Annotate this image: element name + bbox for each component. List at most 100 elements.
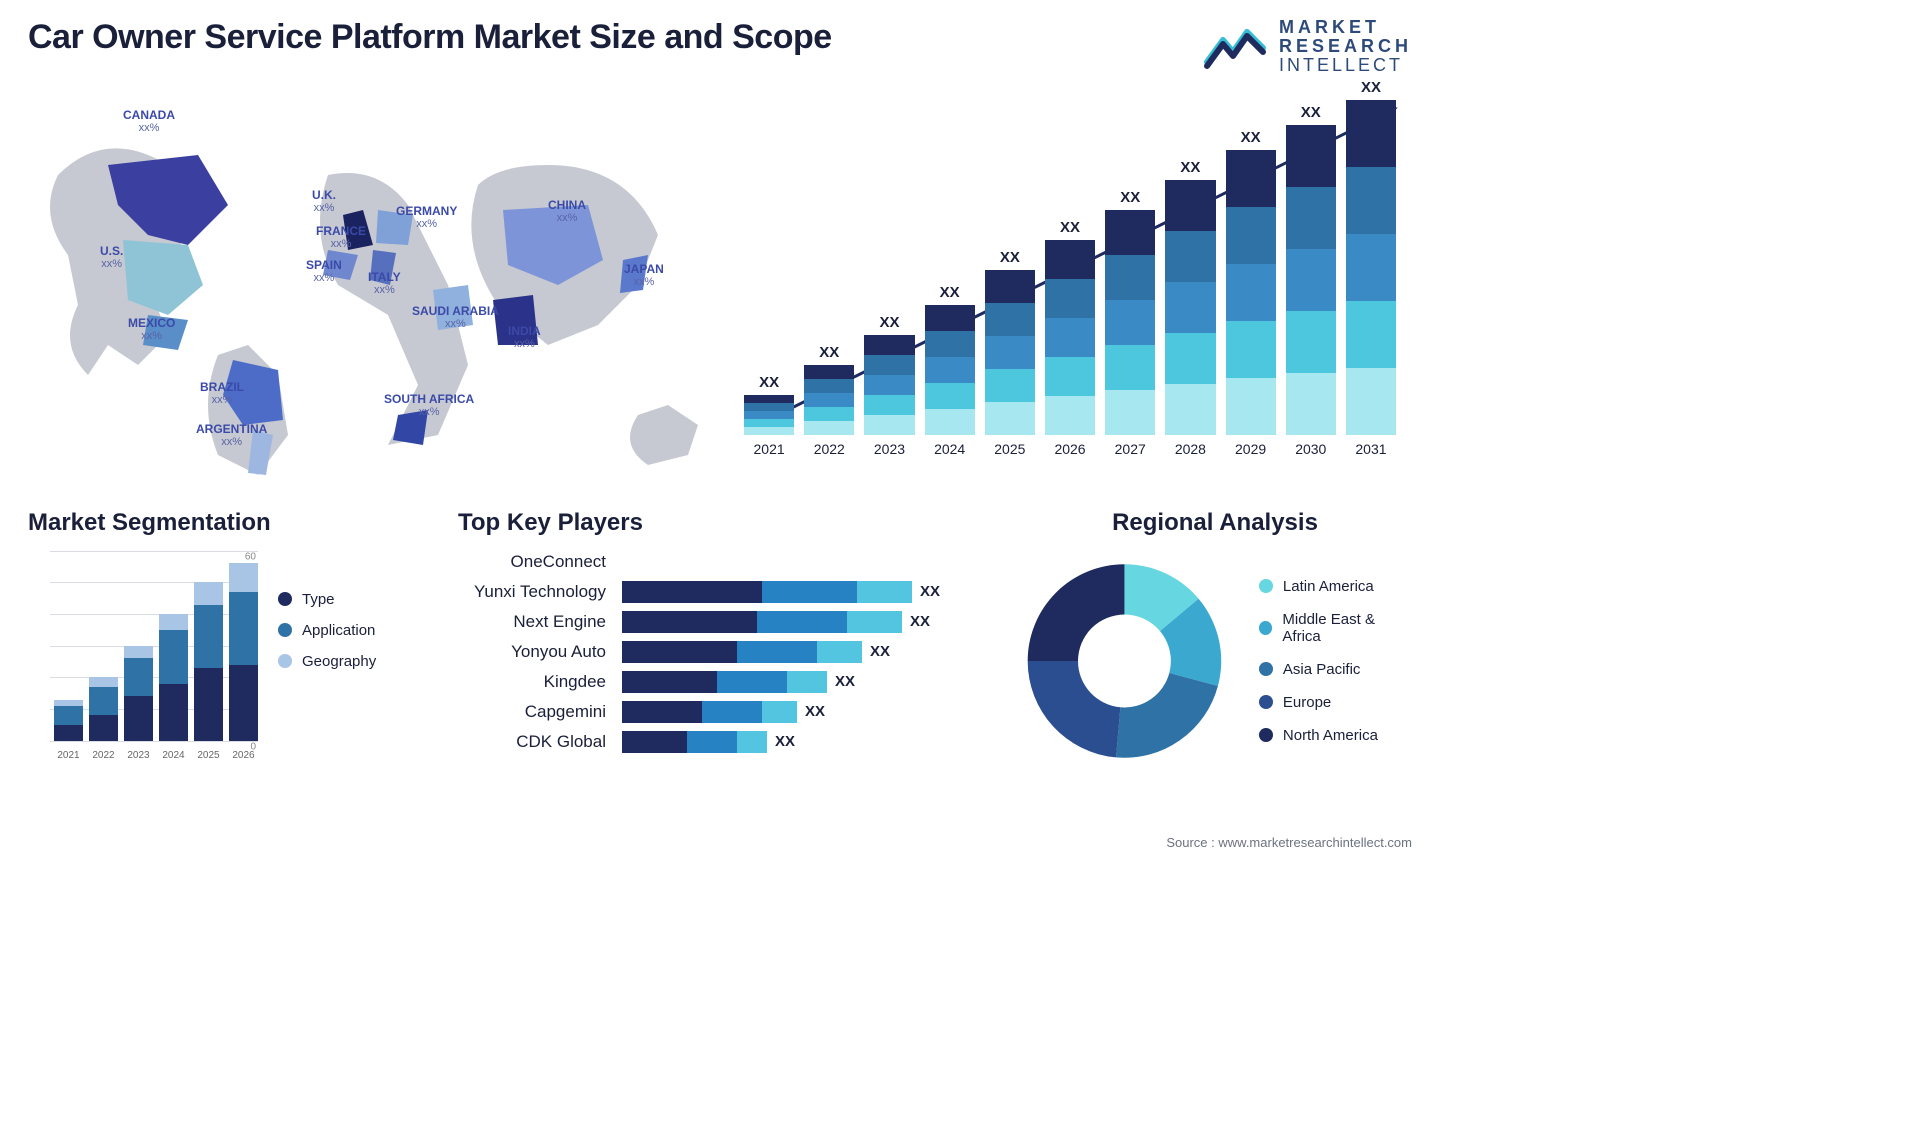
growth-bar-value: XX bbox=[1120, 189, 1140, 206]
growth-bar-value: XX bbox=[819, 344, 839, 361]
player-value: XX bbox=[870, 643, 890, 660]
player-value: XX bbox=[910, 613, 930, 630]
seg-bar bbox=[124, 646, 153, 741]
map-country-label: FRANCExx% bbox=[316, 225, 366, 250]
donut-slice bbox=[1028, 661, 1121, 757]
growth-bar-year: 2021 bbox=[754, 441, 785, 457]
growth-bar-year: 2031 bbox=[1355, 441, 1386, 457]
seg-year-label: 2023 bbox=[124, 750, 153, 761]
segmentation-legend: TypeApplicationGeography bbox=[278, 591, 376, 670]
region-legend-item: Latin America bbox=[1259, 578, 1412, 595]
growth-bar-value: XX bbox=[1361, 79, 1381, 96]
growth-bar-value: XX bbox=[879, 314, 899, 331]
player-row: Capgemini XX bbox=[458, 701, 988, 723]
seg-bar bbox=[159, 614, 188, 741]
players-panel: Top Key Players OneConnect Yunxi Technolo… bbox=[458, 509, 988, 753]
segmentation-chart: 0102030405060202120222023202420252026 bbox=[28, 551, 258, 761]
growth-bar: XX 2030 bbox=[1286, 104, 1336, 457]
growth-bar-year: 2022 bbox=[814, 441, 845, 457]
players-title: Top Key Players bbox=[458, 509, 988, 537]
player-name: CDK Global bbox=[458, 732, 616, 752]
growth-bar: XX 2031 bbox=[1346, 79, 1396, 457]
seg-year-label: 2025 bbox=[194, 750, 223, 761]
map-country-label: ITALYxx% bbox=[368, 271, 401, 296]
growth-bar-year: 2027 bbox=[1115, 441, 1146, 457]
player-name: Next Engine bbox=[458, 612, 616, 632]
seg-year-label: 2024 bbox=[159, 750, 188, 761]
regional-title: Regional Analysis bbox=[1018, 509, 1412, 537]
map-country-label: INDIAxx% bbox=[508, 325, 541, 350]
brand-logo: MARKET RESEARCH INTELLECT bbox=[1203, 18, 1412, 75]
seg-year-label: 2021 bbox=[54, 750, 83, 761]
growth-bar: XX 2024 bbox=[925, 284, 975, 457]
donut-slice bbox=[1028, 564, 1125, 661]
growth-bar-year: 2023 bbox=[874, 441, 905, 457]
map-country-label: U.S.xx% bbox=[100, 245, 123, 270]
regional-legend: Latin America Middle East & Africa Asia Pa… bbox=[1259, 578, 1412, 744]
seg-bar bbox=[229, 563, 258, 740]
logo-line-2: RESEARCH bbox=[1279, 37, 1412, 56]
map-country-label: GERMANYxx% bbox=[396, 205, 457, 230]
logo-line-1: MARKET bbox=[1279, 18, 1412, 37]
player-value: XX bbox=[775, 733, 795, 750]
growth-bar-year: 2030 bbox=[1295, 441, 1326, 457]
map-country-label: SPAINxx% bbox=[306, 259, 342, 284]
segmentation-title: Market Segmentation bbox=[28, 509, 428, 537]
player-name: OneConnect bbox=[458, 552, 616, 572]
growth-bar: XX 2026 bbox=[1045, 219, 1095, 457]
player-value: XX bbox=[920, 583, 940, 600]
map-country-label: ARGENTINAxx% bbox=[196, 423, 267, 448]
growth-bar-value: XX bbox=[1060, 219, 1080, 236]
seg-year-label: 2026 bbox=[229, 750, 258, 761]
map-country-label: CHINAxx% bbox=[548, 199, 586, 224]
growth-bar: XX2029 bbox=[1226, 129, 1276, 457]
map-country-label: MEXICOxx% bbox=[128, 317, 175, 342]
region-legend-item: Europe bbox=[1259, 694, 1412, 711]
region-legend-item: North America bbox=[1259, 727, 1412, 744]
seg-legend-item: Type bbox=[278, 591, 376, 608]
growth-bar-value: XX bbox=[1301, 104, 1321, 121]
growth-bar-value: XX bbox=[940, 284, 960, 301]
player-row: Yonyou Auto XX bbox=[458, 641, 988, 663]
map-country-label: JAPANxx% bbox=[624, 263, 664, 288]
growth-bar-year: 2025 bbox=[994, 441, 1025, 457]
growth-bar: XX 2027 bbox=[1105, 189, 1155, 457]
player-value: XX bbox=[835, 673, 855, 690]
growth-bar-year: 2026 bbox=[1054, 441, 1085, 457]
region-legend-item: Middle East & Africa bbox=[1259, 611, 1412, 645]
donut-slice bbox=[1116, 673, 1218, 758]
segmentation-panel: Market Segmentation 01020304050602021202… bbox=[28, 509, 428, 761]
source-attribution: Source : www.marketresearchintellect.com bbox=[1166, 835, 1412, 850]
seg-bar bbox=[89, 677, 118, 740]
player-name: Capgemini bbox=[458, 702, 616, 722]
region-legend-item: Asia Pacific bbox=[1259, 661, 1412, 678]
growth-bar-value: XX bbox=[1241, 129, 1261, 146]
world-map-panel: CANADAxx% U.S.xx% MEXICOxx% BRAZILxx% ARGENT… bbox=[28, 85, 708, 485]
seg-year-label: 2022 bbox=[89, 750, 118, 761]
growth-bar: XX2025 bbox=[985, 249, 1035, 457]
growth-bar-year: 2024 bbox=[934, 441, 965, 457]
player-row: CDK Global XX bbox=[458, 731, 988, 753]
map-country-label: SAUDI ARABIAxx% bbox=[412, 305, 499, 330]
player-name: Yonyou Auto bbox=[458, 642, 616, 662]
map-country-label: SOUTH AFRICAxx% bbox=[384, 393, 474, 418]
logo-mark-icon bbox=[1203, 22, 1269, 70]
player-value: XX bbox=[805, 703, 825, 720]
map-country-label: U.K.xx% bbox=[312, 189, 336, 214]
growth-bar: XX 2022 bbox=[804, 344, 854, 457]
growth-bar: XX 2023 bbox=[864, 314, 914, 457]
map-country-label: BRAZILxx% bbox=[200, 381, 244, 406]
growth-bar: XX 2021 bbox=[744, 374, 794, 457]
seg-legend-item: Geography bbox=[278, 653, 376, 670]
map-country-label: CANADAxx% bbox=[123, 109, 175, 134]
growth-bar-year: 2028 bbox=[1175, 441, 1206, 457]
growth-bar-value: XX bbox=[1180, 159, 1200, 176]
player-row: OneConnect bbox=[458, 551, 988, 573]
growth-bar-value: XX bbox=[759, 374, 779, 391]
player-row: Yunxi Technology XX bbox=[458, 581, 988, 603]
page-title: Car Owner Service Platform Market Size a… bbox=[28, 18, 832, 57]
player-row: Next Engine XX bbox=[458, 611, 988, 633]
regional-donut-chart bbox=[1018, 551, 1231, 771]
logo-line-3: INTELLECT bbox=[1279, 56, 1412, 75]
player-name: Yunxi Technology bbox=[458, 582, 616, 602]
